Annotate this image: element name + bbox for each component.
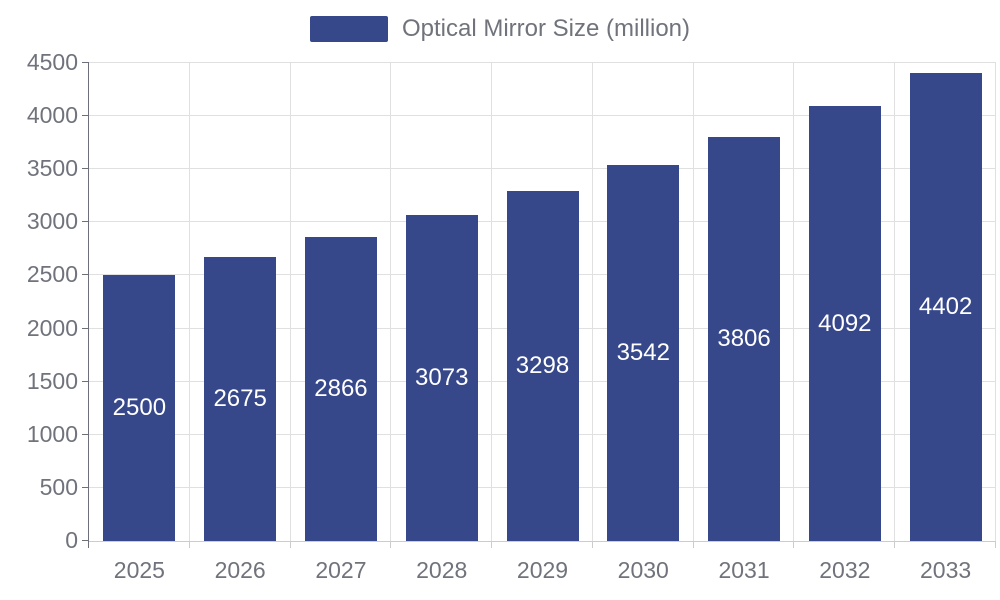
bar: 2675 (204, 256, 277, 541)
gridline-vertical (289, 63, 291, 541)
x-axis-tick (692, 541, 694, 548)
plot-area: 0 500 1000 1500 2000 2500 3000 3500 4000 4500 2500… (27, 49, 996, 583)
gridline-vertical (491, 63, 493, 541)
bar: 3073 (405, 214, 478, 541)
y-axis-label: 1000 (26, 420, 78, 447)
bar: 3806 (708, 136, 781, 541)
legend-label: Optical Mirror Size (million) (401, 15, 691, 42)
y-axis-tick (82, 115, 89, 117)
gridline-vertical (692, 63, 694, 541)
bar: 2866 (304, 236, 377, 541)
bar: 2500 (103, 275, 176, 541)
x-axis-tick (88, 541, 89, 548)
y-axis-label: 3000 (26, 208, 78, 235)
y-axis-label: 2000 (26, 314, 78, 341)
x-axis-tick (894, 541, 896, 548)
gridline-horizontal (89, 115, 996, 117)
bar: 4092 (808, 106, 881, 541)
gridline-vertical (995, 63, 996, 541)
gridline-vertical (188, 63, 190, 541)
x-axis-label: 2032 (819, 557, 871, 583)
gridline-vertical (894, 63, 896, 541)
x-axis-tick (289, 541, 291, 548)
y-axis-tick (82, 221, 89, 223)
bar-value-label: 2500 (112, 394, 167, 422)
bar-value-label: 3298 (515, 351, 570, 379)
bar-value-label: 2675 (213, 384, 267, 412)
gridline-vertical (793, 63, 795, 541)
x-axis-label: 2029 (516, 557, 569, 583)
y-axis-label: 1500 (26, 367, 78, 394)
y-axis-tick (82, 486, 89, 488)
x-axis-tick (793, 541, 795, 548)
x-axis-tick (188, 541, 190, 548)
x-axis-label: 2028 (416, 557, 468, 583)
legend-swatch-icon (309, 16, 388, 42)
gridline-vertical (390, 63, 392, 541)
y-axis-tick (82, 168, 89, 170)
bar-value-label: 4402 (918, 293, 973, 321)
y-axis-tick (82, 274, 89, 276)
y-axis-label: 3500 (26, 155, 78, 182)
bar-value-label: 3806 (717, 324, 771, 352)
x-axis-tick (995, 541, 996, 548)
x-axis-label: 2027 (315, 557, 367, 583)
y-axis-label: 4500 (26, 49, 78, 75)
bar-value-label: 3073 (415, 363, 469, 391)
x-axis-label: 2025 (113, 557, 165, 583)
bar-value-label: 3542 (616, 338, 670, 366)
x-axis-tick (390, 541, 392, 548)
bar-value-label: 2866 (314, 374, 368, 402)
y-axis-tick (82, 433, 89, 435)
x-axis-tick (491, 541, 493, 548)
gridline-horizontal (89, 168, 996, 170)
y-axis-label: 2500 (26, 261, 78, 288)
x-axis-label: 2031 (718, 557, 770, 583)
y-axis-label: 4000 (26, 102, 78, 129)
y-axis-tick (82, 380, 89, 382)
bar: 3298 (506, 190, 579, 541)
y-axis-tick (82, 540, 89, 541)
bar-value-label: 4092 (818, 309, 872, 337)
bar: 4402 (909, 73, 982, 541)
bar: 3542 (607, 164, 680, 541)
gridline-vertical (591, 63, 593, 541)
x-axis-label: 2033 (920, 557, 972, 583)
y-axis-label: 0 (65, 527, 78, 553)
gridline-horizontal (89, 62, 996, 63)
y-axis-tick (82, 327, 89, 329)
x-axis-label: 2026 (214, 557, 266, 583)
legend[interactable]: Optical Mirror Size (million) (0, 15, 1000, 43)
y-axis-label: 500 (39, 473, 78, 500)
x-axis-tick (591, 541, 593, 548)
y-axis-tick (82, 62, 89, 63)
x-axis-label: 2030 (617, 557, 669, 583)
